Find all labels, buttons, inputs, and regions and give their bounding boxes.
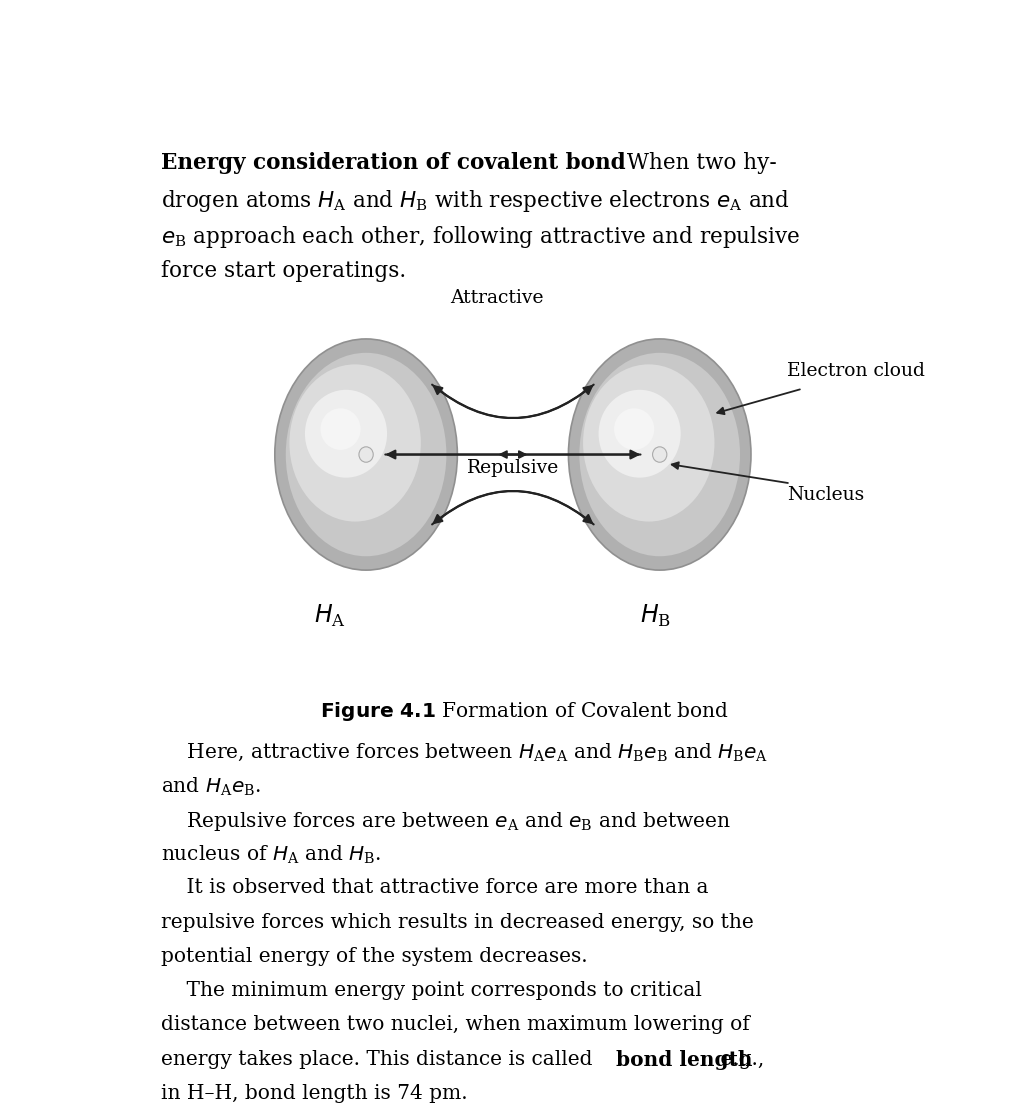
Text: bond length: bond length — [616, 1050, 753, 1070]
Text: Attractive: Attractive — [451, 289, 544, 307]
Text: repulsive forces which results in decreased energy, so the: repulsive forces which results in decrea… — [162, 913, 754, 932]
Text: The minimum energy point corresponds to critical: The minimum energy point corresponds to … — [162, 981, 702, 1000]
Text: energy takes place. This distance is called: energy takes place. This distance is cal… — [162, 1050, 599, 1069]
Text: Here, attractive forces between $\mathit{H}_\mathregular{A}\mathit{e}_\mathregul: Here, attractive forces between $\mathit… — [162, 742, 769, 763]
Text: drogen atoms $\mathit{H}_\mathregular{A}$ and $\mathit{H}_\mathregular{B}$ with : drogen atoms $\mathit{H}_\mathregular{A}… — [162, 188, 791, 215]
Text: force start operatings.: force start operatings. — [162, 260, 407, 282]
Text: e.g.,: e.g., — [715, 1050, 765, 1069]
Ellipse shape — [568, 339, 751, 570]
Text: in H–H, bond length is 74 pm.: in H–H, bond length is 74 pm. — [162, 1084, 468, 1103]
Text: and $\mathit{H}_\mathregular{A}\mathit{e}_\mathregular{B}$.: and $\mathit{H}_\mathregular{A}\mathit{e… — [162, 776, 261, 798]
Text: $\mathit{e}_\mathregular{B}$ approach each other, following attractive and repul: $\mathit{e}_\mathregular{B}$ approach ea… — [162, 225, 801, 250]
Text: Repulsive forces are between $\mathit{e}_\mathregular{A}$ and $\mathit{e}_\mathr: Repulsive forces are between $\mathit{e}… — [162, 810, 731, 833]
Ellipse shape — [321, 408, 360, 450]
Text: Energy consideration of covalent bond: Energy consideration of covalent bond — [162, 152, 626, 175]
Text: potential energy of the system decreases.: potential energy of the system decreases… — [162, 946, 588, 966]
Ellipse shape — [290, 365, 421, 522]
Circle shape — [359, 447, 373, 463]
Text: Repulsive: Repulsive — [467, 459, 559, 477]
Ellipse shape — [274, 339, 458, 570]
Ellipse shape — [583, 365, 715, 522]
Text: $\bf{Figure\ 4.1}$ Formation of Covalent bond: $\bf{Figure\ 4.1}$ Formation of Covalent… — [321, 701, 729, 723]
Text: distance between two nuclei, when maximum lowering of: distance between two nuclei, when maximu… — [162, 1015, 751, 1034]
Text: Nucleus: Nucleus — [786, 486, 864, 504]
Text: $\mathit{H}_\mathregular{A}$: $\mathit{H}_\mathregular{A}$ — [313, 603, 345, 628]
Ellipse shape — [614, 408, 654, 450]
Ellipse shape — [305, 390, 387, 478]
Text: It is observed that attractive force are more than a: It is observed that attractive force are… — [162, 878, 709, 897]
Ellipse shape — [580, 353, 740, 556]
Ellipse shape — [286, 353, 446, 556]
Text: nucleus of $\mathit{H}_\mathregular{A}$ and $\mathit{H}_\mathregular{B}$.: nucleus of $\mathit{H}_\mathregular{A}$ … — [162, 844, 382, 866]
Circle shape — [652, 447, 667, 463]
Text: When two hy-: When two hy- — [620, 152, 777, 175]
Text: $\mathit{H}_\mathregular{B}$: $\mathit{H}_\mathregular{B}$ — [640, 603, 671, 628]
Text: Electron cloud: Electron cloud — [786, 363, 925, 380]
Ellipse shape — [599, 390, 681, 478]
